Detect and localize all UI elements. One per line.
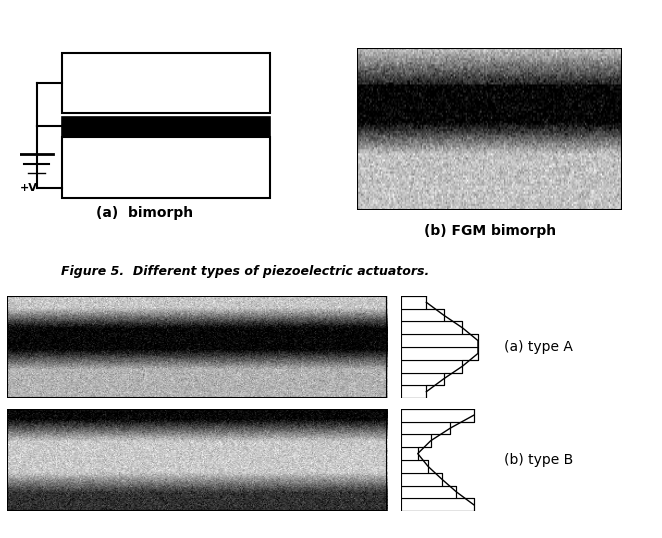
Bar xyxy=(401,409,474,422)
Text: (a) type A: (a) type A xyxy=(504,340,573,354)
Text: Figure 5.  Different types of piezoelectric actuators.: Figure 5. Different types of piezoelectr… xyxy=(61,265,429,278)
Bar xyxy=(401,347,478,360)
Bar xyxy=(401,460,428,473)
Bar xyxy=(401,422,450,435)
Bar xyxy=(401,485,457,498)
Bar xyxy=(401,360,463,372)
Text: (b) FGM bimorph: (b) FGM bimorph xyxy=(424,224,556,238)
Bar xyxy=(401,385,426,398)
Bar xyxy=(62,117,270,136)
Bar xyxy=(401,473,442,485)
Bar xyxy=(401,435,430,447)
Bar xyxy=(401,309,444,322)
Text: (a)  bimorph: (a) bimorph xyxy=(97,206,193,221)
Bar xyxy=(401,334,478,347)
Text: (b) type B: (b) type B xyxy=(504,453,573,467)
Bar xyxy=(401,372,444,385)
Bar xyxy=(401,322,463,334)
Bar xyxy=(401,296,426,309)
Bar xyxy=(62,53,270,113)
Text: +V−: +V− xyxy=(20,183,47,193)
Bar xyxy=(62,138,270,198)
Bar xyxy=(401,498,474,511)
Bar xyxy=(401,447,418,460)
